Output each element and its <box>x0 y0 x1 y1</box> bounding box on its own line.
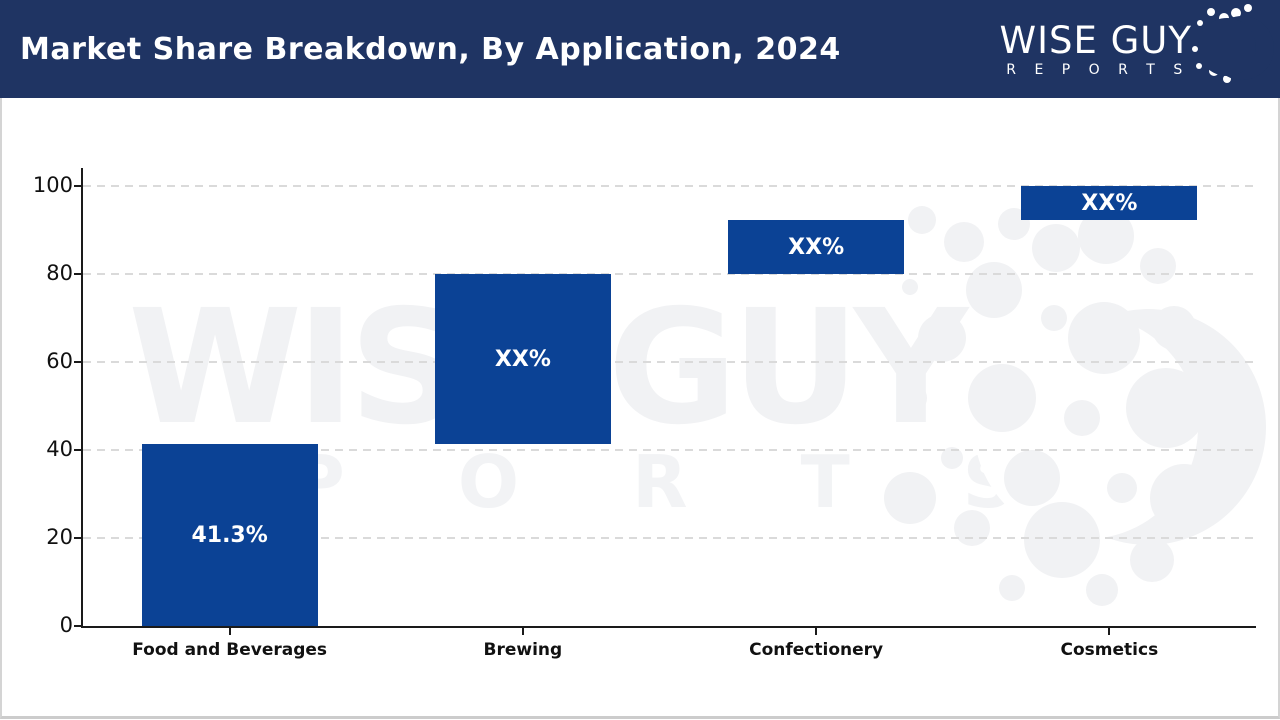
bar-value-label: XX% <box>494 346 551 372</box>
logo-wordmark-line1: WISE GUY <box>999 18 1192 62</box>
bar-segment: XX% <box>1021 186 1198 221</box>
x-axis-category-label: Cosmetics <box>1060 640 1159 660</box>
bar-segment: 41.3% <box>141 444 318 626</box>
y-axis-tick-label: 60 <box>46 349 73 373</box>
logo-wordmark: WISE GUY R E P O R T S <box>1000 22 1192 77</box>
x-axis-spine <box>81 626 1256 628</box>
x-axis-category-label: Food and Beverages <box>132 640 328 660</box>
y-axis-tick-label: 100 <box>32 173 73 197</box>
y-gridline <box>83 449 1256 451</box>
y-gridline <box>83 185 1256 187</box>
x-axis-tick <box>815 628 818 635</box>
watermark-head-icon <box>870 206 1266 606</box>
y-axis-tick <box>74 185 83 187</box>
bar-segment: XX% <box>728 220 905 274</box>
logo-wordmark-line2: R E P O R T S <box>1006 61 1190 78</box>
logo-head-icon <box>1192 4 1274 83</box>
y-axis-tick-label: 0 <box>59 613 73 637</box>
y-axis-tick-label: 40 <box>46 437 73 461</box>
x-axis-tick <box>521 628 524 635</box>
bar-value-label: 41.3% <box>191 522 268 548</box>
x-axis-tick <box>1108 628 1111 635</box>
y-gridline <box>83 361 1256 363</box>
page-title: Market Share Breakdown, By Application, … <box>20 31 841 67</box>
y-axis-tick-label: 20 <box>46 525 73 549</box>
y-axis-tick <box>74 625 83 627</box>
y-axis-tick <box>74 273 83 275</box>
header: Market Share Breakdown, By Application, … <box>0 0 1280 98</box>
bar-segment: XX% <box>434 274 611 445</box>
y-axis-tick <box>74 537 83 539</box>
y-gridline <box>83 537 1256 539</box>
y-gridline <box>83 273 1256 275</box>
bar-value-label: XX% <box>788 234 845 260</box>
bar-value-label: XX% <box>1081 190 1138 216</box>
x-axis-category-label: Confectionery <box>749 640 884 660</box>
y-axis-tick <box>74 449 83 451</box>
y-axis-tick <box>74 361 83 363</box>
x-axis-category-label: Brewing <box>483 640 563 660</box>
y-axis-tick-label: 80 <box>46 261 73 285</box>
y-axis-spine <box>81 168 83 628</box>
x-axis-tick <box>228 628 231 635</box>
brand-logo: WISE GUY R E P O R T S <box>1000 1 1274 97</box>
